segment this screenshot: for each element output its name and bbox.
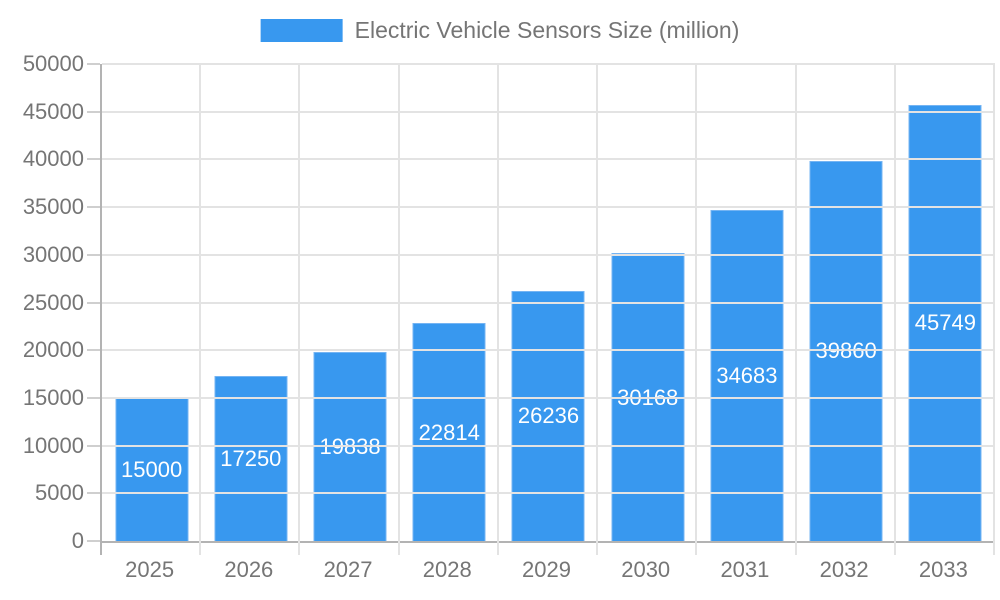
y-axis-tick bbox=[87, 444, 100, 447]
gridline-vertical bbox=[893, 64, 896, 555]
gridline-horizontal bbox=[102, 253, 995, 256]
bar-value-label: 39860 bbox=[815, 338, 877, 364]
bar-2028[interactable]: 22814 bbox=[412, 323, 486, 541]
y-axis-tick bbox=[87, 540, 100, 542]
gridline-horizontal bbox=[102, 110, 995, 113]
y-axis-tick bbox=[87, 301, 100, 304]
gridline-vertical bbox=[496, 64, 499, 555]
y-axis: 0 5000 10000 15000 20000 25000 30000 35000 40000… bbox=[0, 0, 84, 600]
y-axis-tick-label: 25000 bbox=[22, 289, 84, 315]
y-axis-tick bbox=[87, 396, 100, 399]
y-axis-tick-label: 5000 bbox=[35, 480, 84, 506]
gridline-horizontal bbox=[102, 206, 995, 209]
y-axis-tick-label: 50000 bbox=[22, 51, 84, 76]
gridline-horizontal bbox=[102, 349, 995, 352]
bar-2033[interactable]: 45749 bbox=[908, 104, 982, 541]
legend-swatch bbox=[260, 19, 343, 42]
plot-area: 15000 17250 19838 22814 26236 30168 34683 39860… bbox=[87, 63, 995, 555]
x-axis-tick-label: 2031 bbox=[720, 557, 770, 582]
y-axis-tick bbox=[87, 349, 100, 352]
y-axis-tick bbox=[87, 492, 100, 495]
bar-value-label: 22814 bbox=[418, 419, 480, 445]
gridline-horizontal bbox=[102, 492, 995, 495]
category-cell: 15000 bbox=[102, 64, 201, 541]
gridline-horizontal bbox=[102, 301, 995, 304]
bar-2029[interactable]: 26236 bbox=[511, 290, 585, 541]
bar-value-label: 26236 bbox=[517, 403, 580, 429]
gridline-horizontal bbox=[102, 63, 995, 65]
legend-label: Electric Vehicle Sensors Size (million) bbox=[354, 17, 740, 43]
y-axis-tick bbox=[87, 110, 100, 113]
x-axis: 2025 2026 2027 2028 2029 2030 2031 2032 2033 bbox=[100, 557, 993, 583]
y-axis-tick-label: 0 bbox=[71, 528, 84, 553]
x-axis-tick-label: 2025 bbox=[125, 557, 175, 582]
bar-2025[interactable]: 15000 bbox=[115, 397, 189, 541]
x-axis-origin-tick bbox=[100, 543, 102, 555]
bar-value-label: 19838 bbox=[319, 433, 381, 459]
y-axis-tick-label: 40000 bbox=[22, 146, 84, 172]
category-cell: 17250 bbox=[201, 64, 300, 541]
gridline-vertical bbox=[397, 64, 400, 555]
gridline-vertical bbox=[993, 64, 995, 555]
x-axis-tick-label: 2028 bbox=[422, 557, 472, 582]
y-axis-tick bbox=[87, 206, 100, 209]
x-axis-tick-label: 2032 bbox=[819, 557, 869, 582]
category-cell: 45749 bbox=[896, 64, 995, 541]
bar-value-label: 34683 bbox=[716, 363, 778, 389]
bar-value-label: 15000 bbox=[121, 456, 183, 482]
gridline-vertical bbox=[794, 64, 797, 555]
bar-2031[interactable]: 34683 bbox=[710, 210, 784, 541]
category-cell: 22814 bbox=[400, 64, 499, 541]
gridline-horizontal bbox=[102, 444, 995, 447]
gridline-vertical bbox=[695, 64, 698, 555]
x-axis-tick-label: 2026 bbox=[224, 557, 274, 582]
x-axis-tick-label: 2029 bbox=[522, 557, 571, 582]
category-cell: 26236 bbox=[499, 64, 598, 541]
bar-value-label: 45749 bbox=[914, 310, 976, 336]
x-axis-tick-label: 2030 bbox=[621, 557, 671, 582]
gridline-vertical bbox=[298, 64, 301, 555]
chart-legend[interactable]: Electric Vehicle Sensors Size (million) bbox=[260, 17, 740, 44]
y-axis-tick-label: 20000 bbox=[22, 337, 84, 363]
bar-value-label: 17250 bbox=[220, 446, 282, 472]
y-axis-tick bbox=[87, 158, 100, 161]
y-axis-tick-label: 30000 bbox=[22, 241, 84, 267]
gridline-vertical bbox=[199, 64, 202, 555]
y-axis-tick bbox=[87, 253, 100, 256]
y-axis-tick-label: 45000 bbox=[22, 98, 84, 124]
x-axis-tick-label: 2033 bbox=[918, 557, 968, 582]
y-axis-tick-label: 15000 bbox=[22, 384, 84, 410]
x-axis-tick-label: 2027 bbox=[323, 557, 373, 582]
y-axis-tick bbox=[87, 63, 100, 65]
y-axis-tick-label: 10000 bbox=[22, 432, 84, 458]
category-cell: 34683 bbox=[697, 64, 796, 541]
gridline-horizontal bbox=[102, 396, 995, 399]
bar-2026[interactable]: 17250 bbox=[214, 376, 288, 541]
y-axis-tick-label: 35000 bbox=[22, 194, 84, 220]
gridline-horizontal bbox=[102, 158, 995, 161]
gridline-vertical bbox=[596, 64, 599, 555]
